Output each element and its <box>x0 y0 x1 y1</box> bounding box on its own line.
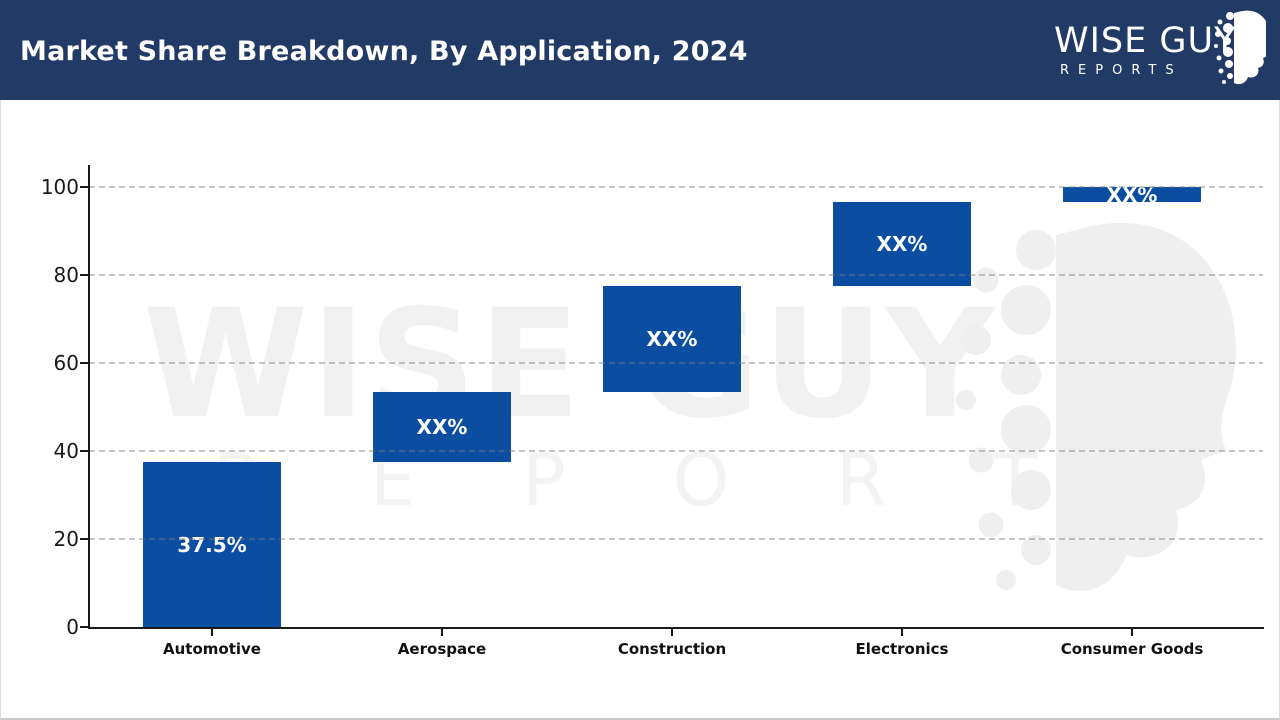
gridline <box>89 538 1263 540</box>
logo-face-icon <box>1214 10 1270 85</box>
watermark-face-icon <box>946 160 1276 664</box>
bar-value-label: XX% <box>646 326 698 351</box>
y-tick-label: 40 <box>53 439 79 463</box>
x-tick-mark <box>441 629 443 636</box>
bar-value-label: 37.5% <box>177 532 247 557</box>
category-label: Construction <box>617 640 727 658</box>
chart-canvas: WISE GUY R E P O R T S 0 20 40 60 80 100 37.5%… <box>0 100 1280 720</box>
y-tick-mark <box>80 274 89 276</box>
watermark-text-1: WISE GUY <box>143 278 997 452</box>
y-tick-label: 0 <box>66 615 79 639</box>
y-tick-label: 80 <box>53 263 79 287</box>
bar-aerospace: XX% <box>373 391 511 462</box>
bar-value-label: XX% <box>416 414 468 439</box>
y-tick-label: 100 <box>40 175 79 199</box>
x-tick-mark <box>901 629 903 636</box>
x-tick-mark <box>211 629 213 636</box>
bar-electronics: XX% <box>833 202 971 286</box>
logo-wordmark: WISE GUY <box>1054 21 1237 61</box>
bar-value-label: XX% <box>876 232 928 257</box>
y-tick-mark <box>80 362 89 364</box>
bar-automotive: 37.5% <box>143 462 281 627</box>
bar-consumer-goods: XX% <box>1063 183 1201 207</box>
category-label: Automotive <box>163 640 261 658</box>
plot-area: 0 20 40 60 80 100 37.5% Automotive XX% Aerospace X… <box>1 100 1279 718</box>
category-label: Aerospace <box>397 640 487 658</box>
wise-guy-logo: WISE GUY REPORTS <box>1054 10 1270 85</box>
category-label: Electronics <box>855 640 949 658</box>
y-tick-mark <box>80 186 89 188</box>
gridline <box>89 186 1263 188</box>
y-axis-line <box>88 165 90 629</box>
y-tick-mark <box>80 450 89 452</box>
brand-logo: WISE GUY REPORTS <box>1016 6 1270 94</box>
y-tick-label: 60 <box>53 351 79 375</box>
bar-construction: XX% <box>603 286 741 392</box>
gridline <box>89 450 1263 452</box>
category-label: Consumer Goods <box>1060 640 1204 658</box>
x-tick-mark <box>671 629 673 636</box>
x-tick-mark <box>1131 629 1133 636</box>
header-bar: Market Share Breakdown, By Application, … <box>0 0 1280 100</box>
bar-value-label: XX% <box>1106 182 1158 207</box>
x-axis-line <box>88 627 1264 629</box>
y-tick-mark <box>80 626 89 628</box>
gridline <box>89 274 1263 276</box>
page-title: Market Share Breakdown, By Application, … <box>20 36 748 67</box>
y-tick-label: 20 <box>53 527 79 551</box>
y-tick-mark <box>80 538 89 540</box>
gridline <box>89 362 1263 364</box>
logo-subtext: REPORTS <box>1060 63 1183 78</box>
